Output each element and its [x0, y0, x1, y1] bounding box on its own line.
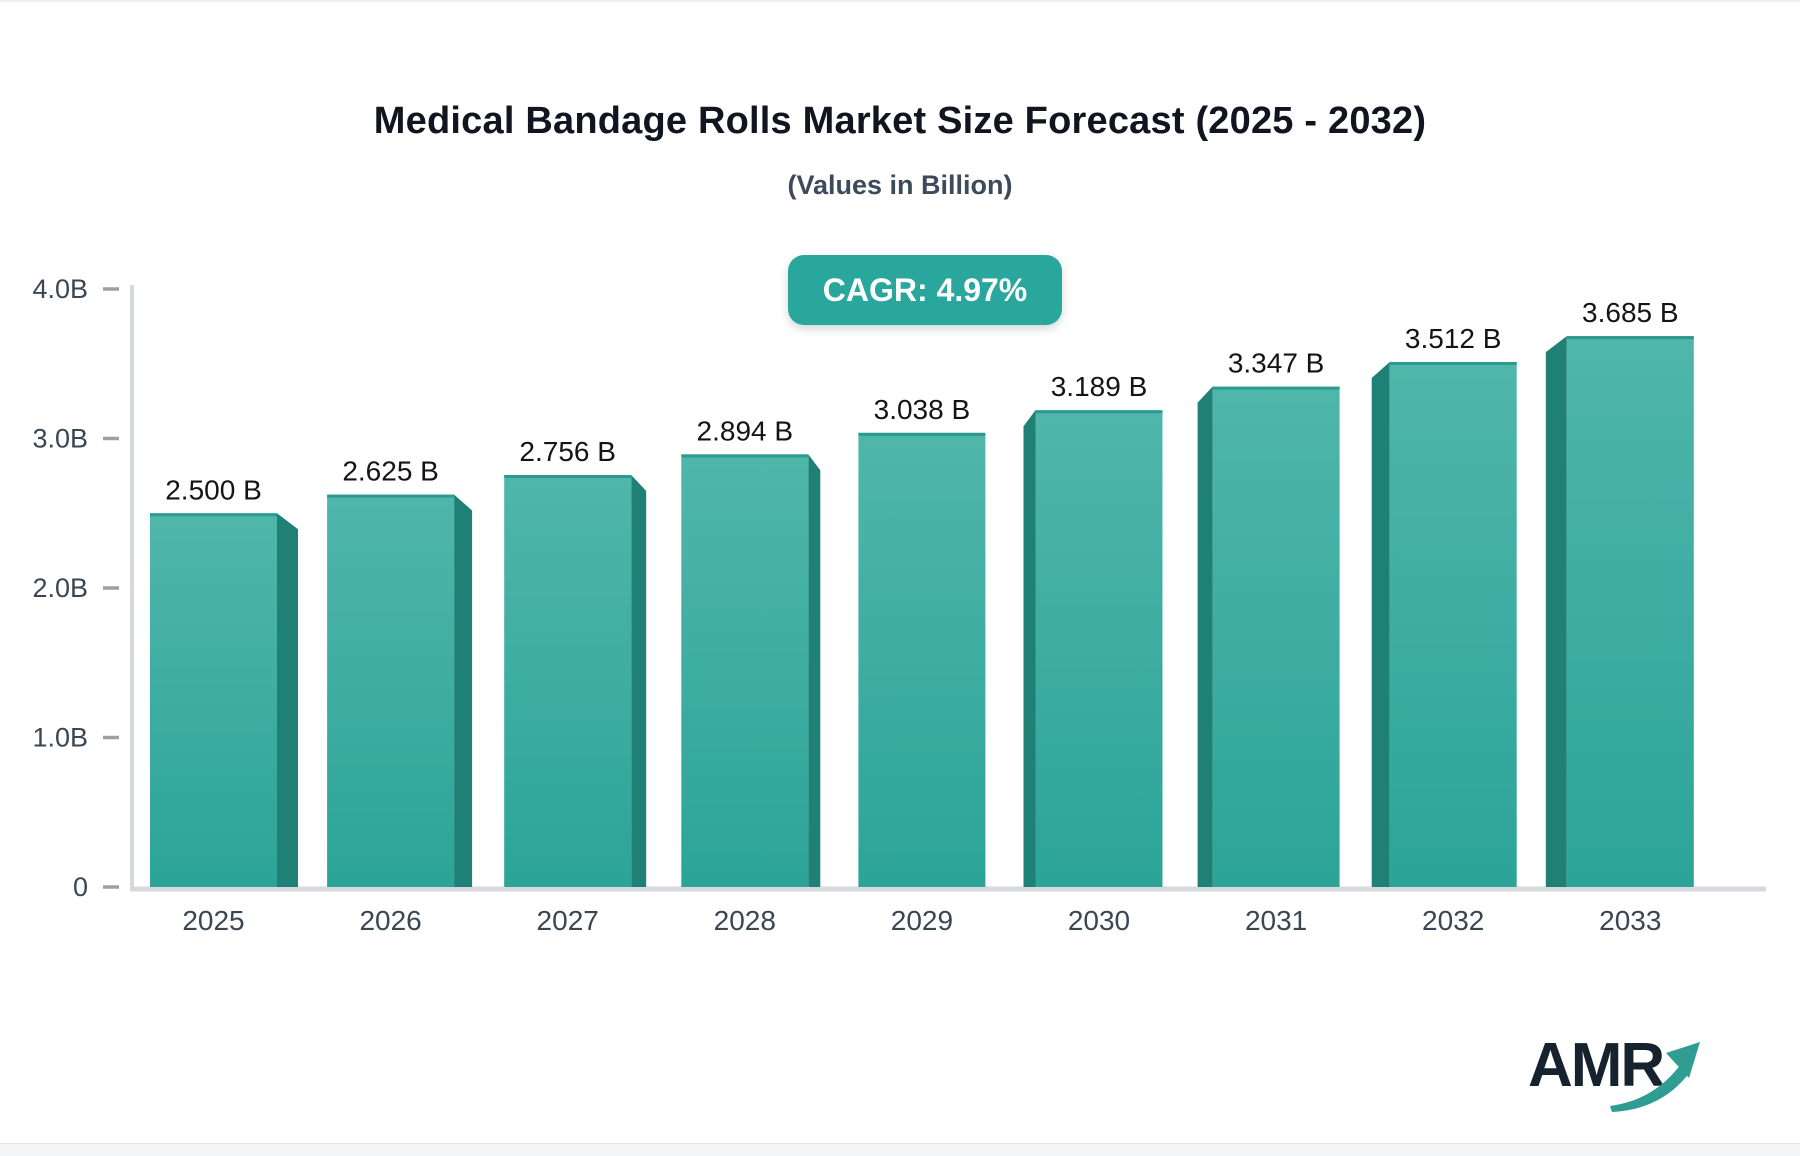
x-axis-label: 2029: [891, 905, 953, 936]
bar-face: [1566, 336, 1694, 887]
bar-3d-side: [277, 513, 298, 887]
bar-value-label: 2.500 B: [165, 474, 262, 505]
y-axis-tick-label: 4.0B: [32, 274, 88, 304]
bar-2029: 3.038 B 2029: [858, 394, 986, 936]
bar-value-label: 2.756 B: [519, 436, 616, 467]
chart-title: Medical Bandage Rolls Market Size Foreca…: [373, 100, 1427, 142]
y-axis-tick-label: 0: [73, 872, 88, 902]
bar-face: [681, 454, 809, 887]
bar-3d-side: [1023, 410, 1036, 887]
bar-2028: 2.894 B 2028: [681, 415, 821, 936]
bar-2025: 2.500 B 2025: [150, 474, 298, 936]
card-top-edge: [0, 0, 1800, 2]
chart-subtitle: (Values in Billion): [787, 170, 1013, 200]
bar-3d-side: [1371, 361, 1390, 887]
bar-3d-side: [1545, 336, 1567, 887]
x-axis-label: 2031: [1245, 905, 1307, 936]
amr-logo-text: AMR: [1528, 1031, 1664, 1100]
bar-value-label: 3.685 B: [1582, 297, 1679, 328]
amr-logo: AMR: [1528, 1031, 1700, 1112]
bar-value-label: 3.189 B: [1051, 371, 1148, 402]
bar-value-label: 2.894 B: [697, 415, 794, 446]
bar-3d-side: [631, 474, 647, 887]
x-axis-label: 2032: [1422, 905, 1484, 936]
bar-3d-side: [454, 494, 473, 887]
bar-value-label: 3.347 B: [1228, 348, 1325, 379]
bar-2032: 3.512 B 2032: [1371, 323, 1517, 936]
cagr-badge-label: CAGR: 4.97%: [822, 271, 1028, 308]
bar-face: [858, 432, 986, 887]
bar-2033: 3.685 B 2033: [1545, 297, 1694, 936]
cagr-badge: CAGR: 4.97%: [788, 255, 1062, 325]
bar-value-label: 3.038 B: [874, 394, 971, 425]
x-axis-label: 2027: [537, 905, 599, 936]
x-axis-label: 2028: [714, 905, 776, 936]
x-axis-label: 2033: [1599, 905, 1661, 936]
bar-face: [1389, 361, 1517, 887]
bar-face: [1035, 410, 1163, 887]
y-axis-tick-label: 3.0B: [32, 424, 88, 454]
bar-3d-side: [808, 454, 821, 887]
y-axis-tick-label: 1.0B: [32, 723, 88, 753]
trend-up-arrow-icon: [1610, 1042, 1700, 1112]
x-axis-label: 2026: [359, 905, 421, 936]
y-axis-tick-label: 2.0B: [32, 573, 88, 603]
bar-2026: 2.625 B 2026: [327, 456, 473, 936]
bar-face: [327, 494, 455, 887]
bar-face: [504, 474, 632, 887]
x-axis-label: 2030: [1068, 905, 1130, 936]
bar-2031: 3.347 B 2031: [1197, 348, 1340, 936]
x-axis-label: 2025: [182, 905, 244, 936]
bar-face: [150, 513, 277, 887]
bar-value-label: 2.625 B: [342, 456, 439, 487]
bar-value-label: 3.512 B: [1405, 323, 1502, 354]
bar-face: [1212, 386, 1340, 887]
bar-2027: 2.756 B 2027: [504, 436, 647, 936]
bar-3d-side: [1197, 386, 1213, 887]
bar-2030: 3.189 B 2030: [1023, 371, 1163, 936]
card-bottom-band: [0, 1143, 1800, 1156]
